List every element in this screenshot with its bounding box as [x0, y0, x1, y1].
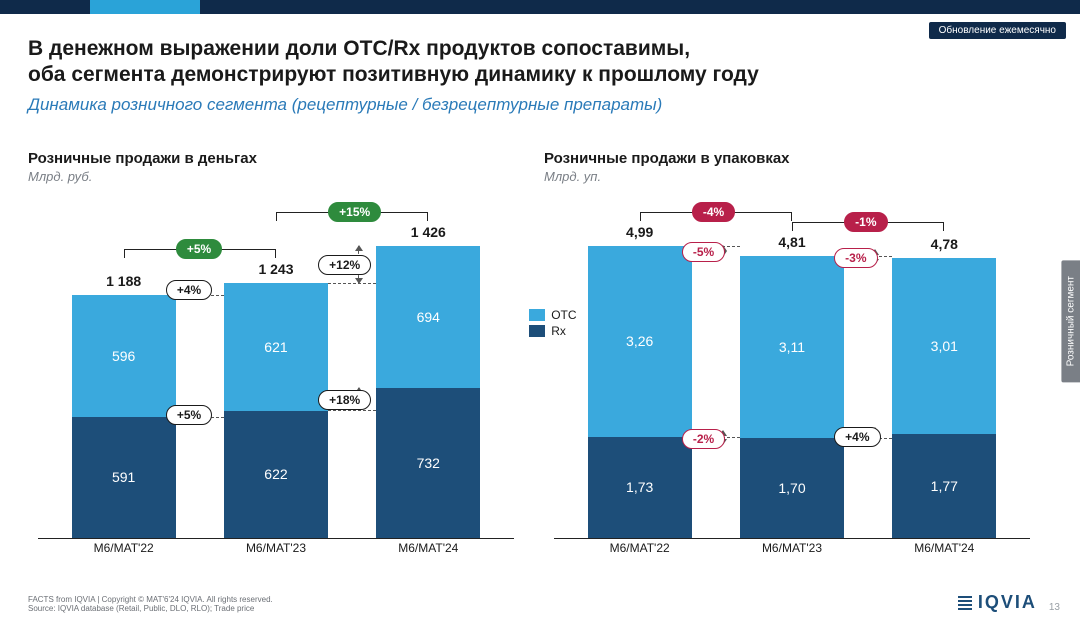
- xlabel: M6/MAT'24: [878, 541, 1011, 555]
- change-pill: +4%: [166, 280, 212, 300]
- segment-rx: 591: [72, 417, 176, 538]
- charts-row: Розничные продажи в деньгах Млрд. руб. 5…: [28, 150, 1040, 561]
- bar-total-label: 1 243: [224, 261, 328, 277]
- stacked-bar: 6947321 426: [376, 246, 480, 538]
- bar-total-label: 4,99: [588, 224, 692, 240]
- xlabel: M6/MAT'23: [209, 541, 342, 555]
- chart-money-xlabels: M6/MAT'22 M6/MAT'23 M6/MAT'24: [38, 541, 514, 561]
- chart-packs-bars: 3,261,734,993,111,704,813,011,774,78-4%-…: [554, 210, 1030, 539]
- bar-group: 3,261,734,99: [573, 246, 706, 538]
- footer-text: FACTS from IQVIA | Copyright © MAT'6'24 …: [28, 595, 273, 613]
- footer: FACTS from IQVIA | Copyright © MAT'6'24 …: [28, 592, 1060, 613]
- growth-pill: +5%: [176, 239, 222, 259]
- chart-money-title: Розничные продажи в деньгах: [28, 150, 524, 167]
- xlabel: M6/MAT'24: [362, 541, 495, 555]
- bar-total-label: 4,81: [740, 234, 844, 250]
- bar-group: 3,011,774,78: [878, 258, 1011, 538]
- change-pill: -3%: [834, 248, 877, 268]
- change-pill: +18%: [318, 390, 371, 410]
- bar-total-label: 4,78: [892, 236, 996, 252]
- segment-otc: 3,11: [740, 256, 844, 438]
- segment-rx: 1,70: [740, 438, 844, 538]
- chart-packs-xlabels: M6/MAT'22 M6/MAT'23 M6/MAT'24: [554, 541, 1030, 561]
- chart-money: Розничные продажи в деньгах Млрд. руб. 5…: [28, 150, 524, 561]
- change-pill: +5%: [166, 405, 212, 425]
- segment-otc: 694: [376, 246, 480, 388]
- title-line-1: В денежном выражении доли OTC/Rx продукт…: [28, 37, 690, 60]
- chart-packs-title: Розничные продажи в упаковках: [544, 150, 1040, 167]
- segment-otc: 3,26: [588, 246, 692, 437]
- xlabel: M6/MAT'22: [573, 541, 706, 555]
- bar-group: 6216221 243: [209, 283, 342, 538]
- header: В денежном выражении доли OTC/Rx продукт…: [28, 36, 1050, 115]
- legend-label-otc: OTC: [551, 308, 576, 322]
- stacked-bar: 6216221 243: [224, 283, 328, 538]
- legend-item-rx: Rx: [529, 324, 576, 338]
- logo-text: IQVIA: [978, 592, 1037, 613]
- side-tab: Розничный сегмент: [1061, 260, 1080, 382]
- change-pill: +12%: [318, 255, 371, 275]
- bar-group: 6947321 426: [362, 246, 495, 538]
- footer-line-1: FACTS from IQVIA | Copyright © MAT'6'24 …: [28, 595, 273, 604]
- bar-group: 3,111,704,81: [725, 256, 858, 538]
- slide-title: В денежном выражении доли OTC/Rx продукт…: [28, 36, 1050, 89]
- slide-subtitle: Динамика розничного сегмента (рецептурны…: [28, 95, 1050, 115]
- chart-money-plot: 5965911 1886216221 2436947321 426+5%+15%…: [28, 210, 524, 561]
- stacked-bar: 5965911 188: [72, 295, 176, 538]
- growth-pill: -4%: [692, 202, 735, 222]
- segment-otc: 3,01: [892, 258, 996, 434]
- segment-rx: 1,73: [588, 437, 692, 538]
- stacked-bar: 3,011,774,78: [892, 258, 996, 538]
- chart-packs-plot: 3,261,734,993,111,704,813,011,774,78-4%-…: [544, 210, 1040, 561]
- stacked-bar: 3,111,704,81: [740, 256, 844, 538]
- segment-rx: 732: [376, 388, 480, 538]
- chart-money-bars: 5965911 1886216221 2436947321 426+5%+15%…: [38, 210, 514, 539]
- chart-packs: Розничные продажи в упаковках Млрд. уп. …: [544, 150, 1040, 561]
- top-accent: [90, 0, 200, 14]
- bar-total-label: 1 188: [72, 273, 176, 289]
- iqvia-logo: IQVIA: [958, 592, 1037, 613]
- bar-total-label: 1 426: [376, 224, 480, 240]
- segment-otc: 596: [72, 295, 176, 417]
- chart-packs-unit: Млрд. уп.: [544, 169, 1040, 184]
- growth-pill: -1%: [844, 212, 887, 232]
- xlabel: M6/MAT'22: [57, 541, 190, 555]
- change-pill: -5%: [682, 242, 725, 262]
- change-pill: +4%: [834, 427, 880, 447]
- xlabel: M6/MAT'23: [725, 541, 858, 555]
- change-pill: -2%: [682, 429, 725, 449]
- swatch-rx: [529, 325, 545, 337]
- logo-bars-icon: [958, 596, 972, 610]
- legend-item-otc: OTC: [529, 308, 576, 322]
- legend-label-rx: Rx: [551, 324, 566, 338]
- segment-otc: 621: [224, 283, 328, 410]
- dotted-connector: [328, 410, 376, 411]
- growth-pill: +15%: [328, 202, 381, 222]
- dotted-connector: [328, 283, 376, 284]
- segment-rx: 622: [224, 411, 328, 539]
- swatch-otc: [529, 309, 545, 321]
- segment-rx: 1,77: [892, 434, 996, 538]
- chart-money-unit: Млрд. руб.: [28, 169, 524, 184]
- stacked-bar: 3,261,734,99: [588, 246, 692, 538]
- page-number: 13: [1049, 602, 1060, 613]
- title-line-2: оба сегмента демонстрируют позитивную ди…: [28, 63, 759, 86]
- footer-line-2: Source: IQVIA database (Retail, Public, …: [28, 604, 273, 613]
- legend: OTC Rx: [529, 306, 576, 340]
